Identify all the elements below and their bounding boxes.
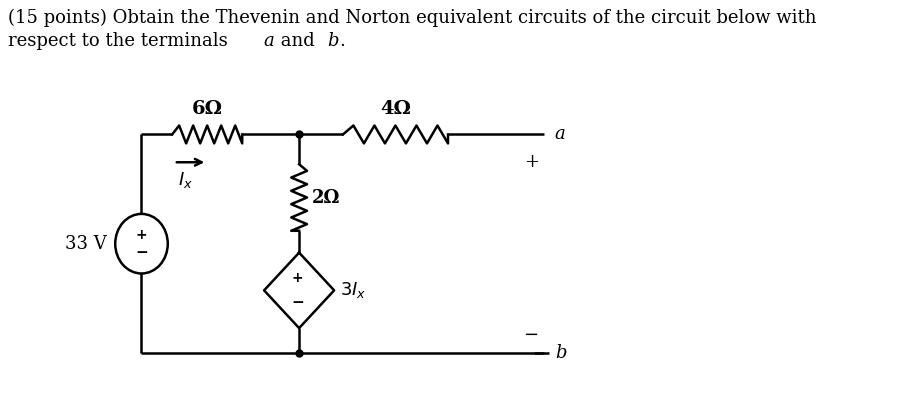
Text: a: a: [554, 125, 565, 144]
Text: a: a: [264, 32, 274, 50]
Text: −: −: [524, 326, 539, 344]
Text: +: +: [524, 153, 539, 171]
Text: (15 points) Obtain the Thevenin and Norton equivalent circuits of the circuit be: (15 points) Obtain the Thevenin and Nort…: [8, 8, 817, 27]
Text: 33 V: 33 V: [65, 235, 106, 253]
Text: $I_x$: $I_x$: [178, 170, 194, 190]
Text: 4Ω: 4Ω: [380, 100, 411, 118]
Text: −: −: [135, 245, 148, 260]
Text: −: −: [291, 295, 304, 310]
Text: respect to the terminals: respect to the terminals: [8, 32, 234, 50]
Text: $3I_x$: $3I_x$: [340, 280, 366, 300]
Text: 2Ω: 2Ω: [313, 188, 341, 207]
Text: 6Ω: 6Ω: [192, 100, 223, 118]
Text: .: .: [340, 32, 345, 50]
Text: and: and: [275, 32, 321, 50]
Text: +: +: [292, 271, 304, 285]
Text: b: b: [554, 344, 566, 362]
Text: b: b: [326, 32, 338, 50]
Text: +: +: [135, 228, 147, 242]
